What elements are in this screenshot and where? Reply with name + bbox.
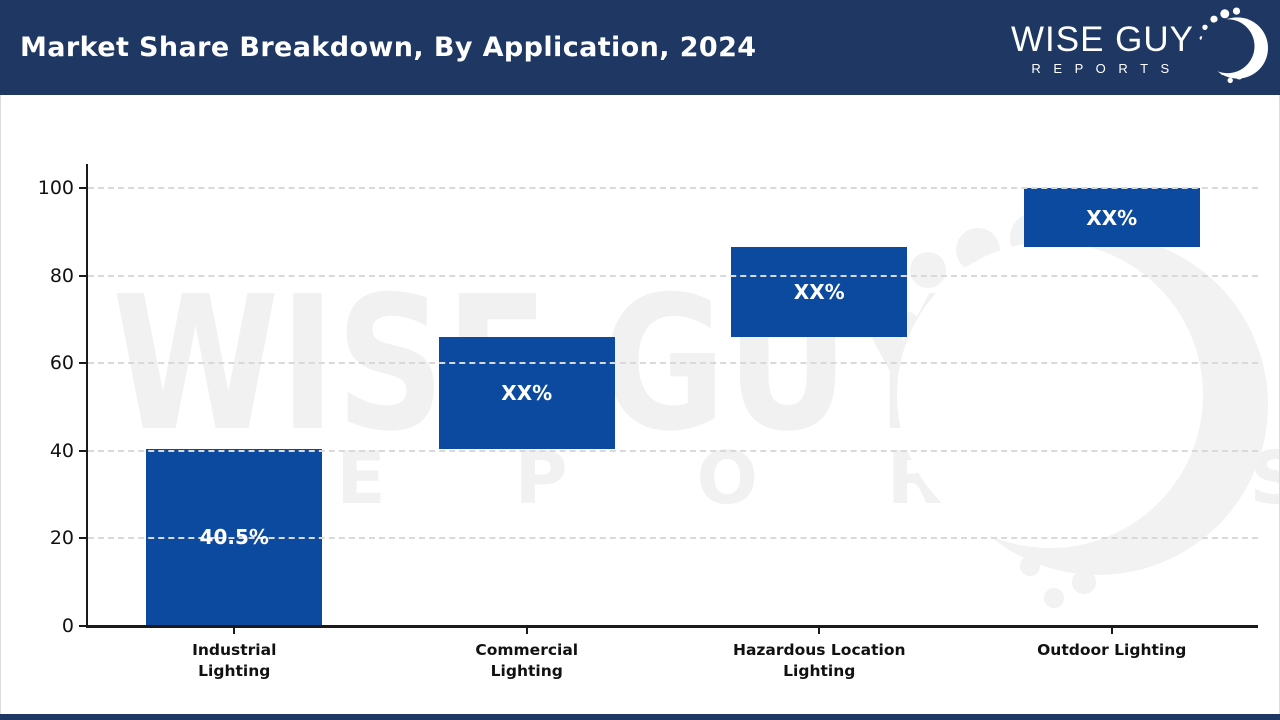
bar-segment <box>731 247 908 337</box>
y-axis-tick <box>79 449 87 452</box>
bar-value-label: XX% <box>501 380 553 405</box>
header-bar: Market Share Breakdown, By Application, … <box>0 0 1280 95</box>
category-label-line: Lighting <box>490 662 563 680</box>
logo-head-icon <box>1199 7 1268 84</box>
category-label: Commercial Lighting <box>382 640 672 682</box>
x-axis-line <box>86 625 1258 628</box>
y-axis-tick <box>79 274 87 277</box>
y-axis-tick <box>79 187 87 189</box>
bar-value-label: XX% <box>1086 205 1138 230</box>
bar-segment <box>146 448 323 626</box>
x-axis-tick <box>233 627 236 634</box>
logo-brand-text: WISE GUY <box>1010 19 1194 59</box>
gridline <box>88 362 1258 365</box>
bar-segment <box>1023 188 1200 248</box>
bar-value-label: XX% <box>793 280 845 305</box>
category-label: Outdoor Lighting <box>967 640 1257 661</box>
category-label: Industrial Lighting <box>89 640 379 682</box>
y-axis-tick-label: 20 <box>49 527 74 550</box>
brand-logo: WISE GUY R E P O R T S <box>1011 6 1268 90</box>
category-label-line: Outdoor Lighting <box>1037 641 1187 659</box>
gridline <box>88 187 1258 189</box>
category-label-line: Commercial <box>475 641 579 659</box>
category-label: Hazardous Location Lighting <box>674 640 964 682</box>
watermark-head-graphic <box>892 212 1268 608</box>
y-axis-tick <box>79 537 87 540</box>
category-label-line: Lighting <box>783 662 856 680</box>
y-axis-tick-label: 40 <box>49 439 74 462</box>
y-axis-tick-label: 0 <box>61 615 74 637</box>
logo-text: WISE GUY R E P O R T S <box>1010 19 1194 76</box>
footer-bar <box>0 714 1280 720</box>
y-axis-tick-label: 100 <box>37 177 74 199</box>
gridline <box>88 537 1258 540</box>
gridline <box>88 449 1258 452</box>
category-label-line: Industrial <box>192 641 277 659</box>
x-axis-tick <box>525 627 528 634</box>
category-label-line: Hazardous Location <box>732 641 906 659</box>
x-axis-tick <box>818 627 821 634</box>
bar-value-label: 40.5% <box>199 525 269 550</box>
y-axis-tick-label: 60 <box>49 352 74 375</box>
x-axis-tick <box>1110 627 1113 634</box>
y-axis-line <box>86 164 88 628</box>
gridline <box>88 274 1258 277</box>
y-axis-tick <box>79 362 87 365</box>
chart-title: Market Share Breakdown, By Application, … <box>20 32 757 63</box>
y-axis-tick <box>79 625 87 627</box>
y-axis-tick-label: 80 <box>49 264 74 287</box>
category-label-line: Lighting <box>198 662 271 680</box>
logo-sub-text: R E P O R T S <box>1031 60 1174 76</box>
bar-segment <box>438 336 615 449</box>
